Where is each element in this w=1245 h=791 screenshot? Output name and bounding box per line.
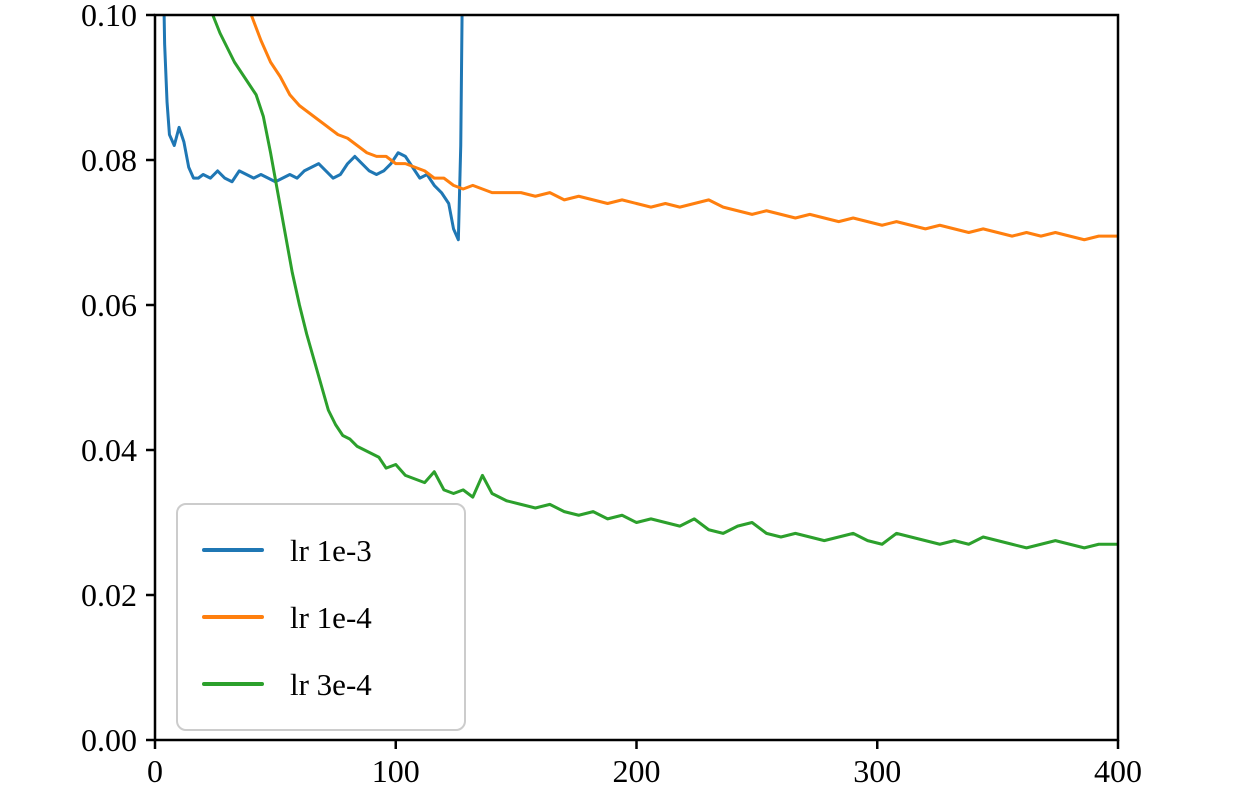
legend-label-lr-1e-3: lr 1e-3 xyxy=(290,532,372,568)
y-axis-tick-label: 0.00 xyxy=(81,722,137,758)
series-lines xyxy=(162,15,1118,550)
x-axis-tick-label: 300 xyxy=(853,753,901,789)
legend-line-sample-lr-1e-3 xyxy=(202,548,264,552)
y-axis-tick-label: 0.08 xyxy=(81,142,137,178)
line-series-0 xyxy=(162,15,464,242)
y-axis-tick-label: 0.06 xyxy=(81,287,137,323)
y-axis-tick-label: 0.04 xyxy=(81,432,137,468)
y-axis-tick-label: 0.02 xyxy=(81,577,137,613)
y-axis-tick-label: 0.10 xyxy=(81,0,137,33)
legend-line-sample-lr-1e-4 xyxy=(202,615,264,619)
line-series-1 xyxy=(249,15,1118,242)
legend-entry-lr-3e-4: lr 3e-4 xyxy=(202,655,444,713)
legend-entry-lr-1e-4: lr 1e-4 xyxy=(202,588,444,646)
legend-entry-lr-1e-3: lr 1e-3 xyxy=(202,521,444,579)
legend: lr 1e-3 lr 1e-4 lr 3e-4 xyxy=(176,503,466,731)
x-axis-tick-label: 200 xyxy=(613,753,661,789)
x-axis-tick-label: 400 xyxy=(1094,753,1142,789)
legend-label-lr-1e-4: lr 1e-4 xyxy=(290,599,372,635)
x-axis-tick-label: 100 xyxy=(372,753,420,789)
legend-label-lr-3e-4: lr 3e-4 xyxy=(290,666,372,702)
legend-line-sample-lr-3e-4 xyxy=(202,682,264,686)
x-axis-tick-label: 0 xyxy=(147,753,163,789)
line-series-2 xyxy=(211,15,1118,550)
